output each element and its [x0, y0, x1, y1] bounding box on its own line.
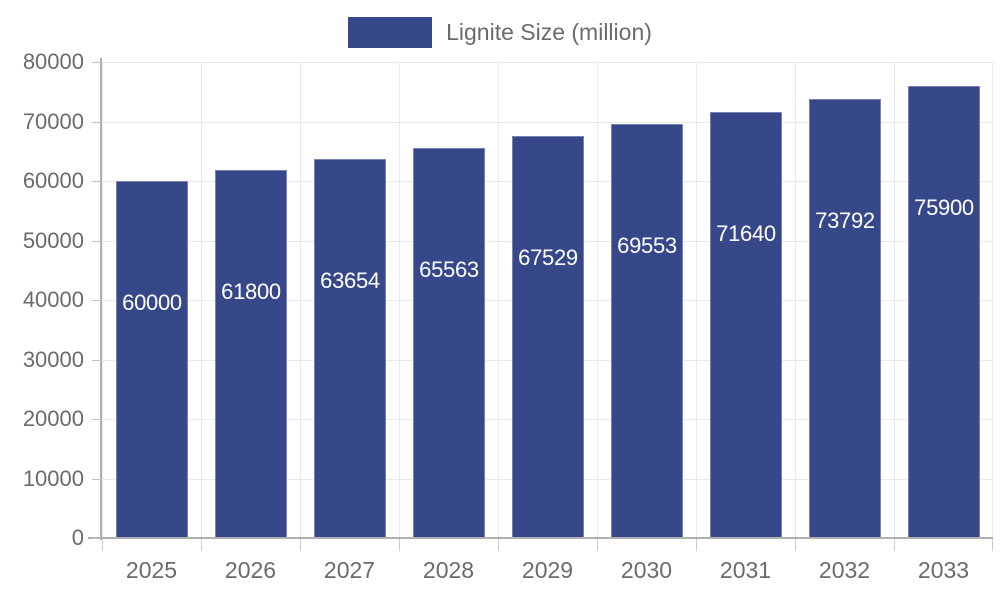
- bar-value-label: 69553: [617, 233, 677, 258]
- gridline-vertical: [894, 62, 895, 538]
- y-axis-tick-mark: [92, 419, 101, 420]
- y-axis-tick-label: 60000: [22, 168, 84, 193]
- x-axis-tick-mark: [300, 539, 301, 551]
- bar-value-label: 60000: [122, 290, 182, 315]
- gridline-horizontal: [102, 121, 993, 123]
- x-axis-tick-mark: [597, 539, 598, 551]
- x-axis-tick-mark: [992, 539, 993, 551]
- bar-value-label: 75900: [914, 195, 974, 220]
- bar[interactable]: [710, 111, 782, 538]
- x-axis-tick-label: 2025: [125, 557, 178, 583]
- x-axis-tick-label: 2031: [719, 557, 772, 583]
- bar[interactable]: [116, 181, 188, 538]
- gridline-vertical: [795, 62, 796, 538]
- x-axis-tick-label: 2026: [224, 557, 277, 583]
- y-axis-tick-mark: [92, 121, 101, 123]
- bar-value-label: 65563: [419, 257, 479, 282]
- bar[interactable]: [215, 170, 287, 538]
- x-axis-tick-label: 2027: [323, 557, 376, 583]
- gridline-vertical: [102, 62, 103, 538]
- gridline-vertical: [992, 62, 993, 538]
- bar[interactable]: [413, 147, 485, 538]
- bar[interactable]: [809, 98, 881, 538]
- x-axis-tick-label: 2032: [818, 557, 871, 583]
- y-axis-tick-label: 0: [71, 525, 84, 550]
- y-axis-tick-label: 80000: [22, 49, 84, 74]
- chart-legend: Lignite Size (million): [0, 10, 1000, 54]
- y-axis-tick-mark: [92, 240, 101, 242]
- y-axis-tick-label: 40000: [22, 287, 84, 312]
- x-axis-tick-mark: [201, 539, 202, 551]
- bar-value-label: 71640: [716, 221, 776, 246]
- gridline-vertical: [300, 62, 301, 538]
- bar-value-label: 63654: [320, 268, 380, 293]
- x-axis-tick-mark: [102, 539, 103, 551]
- gridline-horizontal: [102, 62, 993, 63]
- bar-value-label: 73792: [815, 208, 875, 233]
- x-axis-tick-mark: [894, 539, 895, 551]
- x-axis-spine: [88, 537, 993, 539]
- bar[interactable]: [314, 159, 386, 538]
- y-axis-tick-mark: [92, 181, 101, 182]
- x-axis-tick-mark: [498, 539, 499, 551]
- x-axis-tick-label: 2029: [521, 557, 574, 583]
- y-axis-tick-mark: [92, 300, 101, 301]
- bar[interactable]: [512, 136, 584, 538]
- x-axis-tick-mark: [696, 539, 697, 551]
- bar[interactable]: [908, 86, 980, 538]
- x-axis-tick-label: 2028: [422, 557, 475, 583]
- legend-swatch-icon: [348, 16, 433, 48]
- bar-value-label: 61800: [221, 279, 281, 304]
- y-axis-tick-mark: [92, 359, 101, 361]
- bars-layer: 60000 61800 63654 65563 67529 69553 71640 73792…: [102, 62, 993, 538]
- gridline-vertical: [498, 62, 499, 538]
- bar-value-label: 67529: [518, 245, 578, 270]
- y-axis-tick-mark: [92, 62, 101, 63]
- bar[interactable]: [611, 124, 683, 538]
- y-axis-tick-label: 20000: [22, 406, 84, 431]
- x-axis-tick-mark: [795, 539, 796, 551]
- x-axis-tick-mark: [399, 539, 400, 551]
- legend-label: Lignite Size (million): [446, 18, 652, 45]
- legend-entry-lignite-size[interactable]: Lignite Size (million): [348, 16, 652, 48]
- gridline-vertical: [201, 62, 202, 538]
- y-axis-tick-mark: [92, 538, 101, 539]
- y-axis-tick-label: 70000: [22, 108, 84, 134]
- y-axis-tick-mark: [92, 478, 101, 480]
- gridline-vertical: [399, 62, 400, 538]
- plot-area: 60000 61800 63654 65563 67529 69553 71640 73792…: [102, 62, 993, 539]
- y-axis-tick-label: 50000: [22, 227, 84, 253]
- y-axis-tick-label: 30000: [22, 346, 84, 372]
- y-axis-spine: [100, 58, 102, 540]
- x-axis-tick-label: 2033: [917, 557, 970, 583]
- x-axis-tick-label: 2030: [620, 557, 673, 583]
- gridline-vertical: [696, 62, 697, 538]
- gridline-vertical: [597, 62, 598, 538]
- y-axis-tick-label: 10000: [22, 465, 84, 491]
